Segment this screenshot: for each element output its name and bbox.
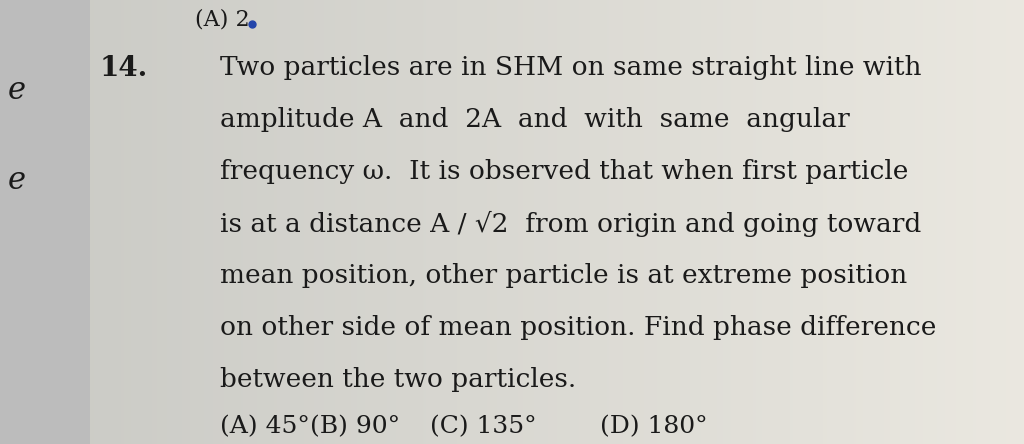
Text: e: e [8, 165, 26, 196]
Text: (B) 90°: (B) 90° [310, 415, 400, 438]
Text: is at a distance A / √2  from origin and going toward: is at a distance A / √2 from origin and … [220, 211, 922, 237]
Text: (D) 180°: (D) 180° [600, 415, 708, 438]
Text: amplitude A  and  2A  and  with  same  angular: amplitude A and 2A and with same angular [220, 107, 850, 132]
Text: on other side of mean position. Find phase difference: on other side of mean position. Find pha… [220, 315, 936, 340]
Text: (A) 45°: (A) 45° [220, 415, 310, 438]
Text: frequency ω.  It is observed that when first particle: frequency ω. It is observed that when fi… [220, 159, 908, 184]
Text: 14.: 14. [100, 55, 148, 82]
Text: (C) 135°: (C) 135° [430, 415, 537, 438]
Text: e: e [8, 75, 26, 106]
Text: between the two particles.: between the two particles. [220, 367, 577, 392]
Text: (A) 2: (A) 2 [195, 8, 250, 30]
Text: mean position, other particle is at extreme position: mean position, other particle is at extr… [220, 263, 907, 288]
Text: Two particles are in SHM on same straight line with: Two particles are in SHM on same straigh… [220, 55, 922, 80]
